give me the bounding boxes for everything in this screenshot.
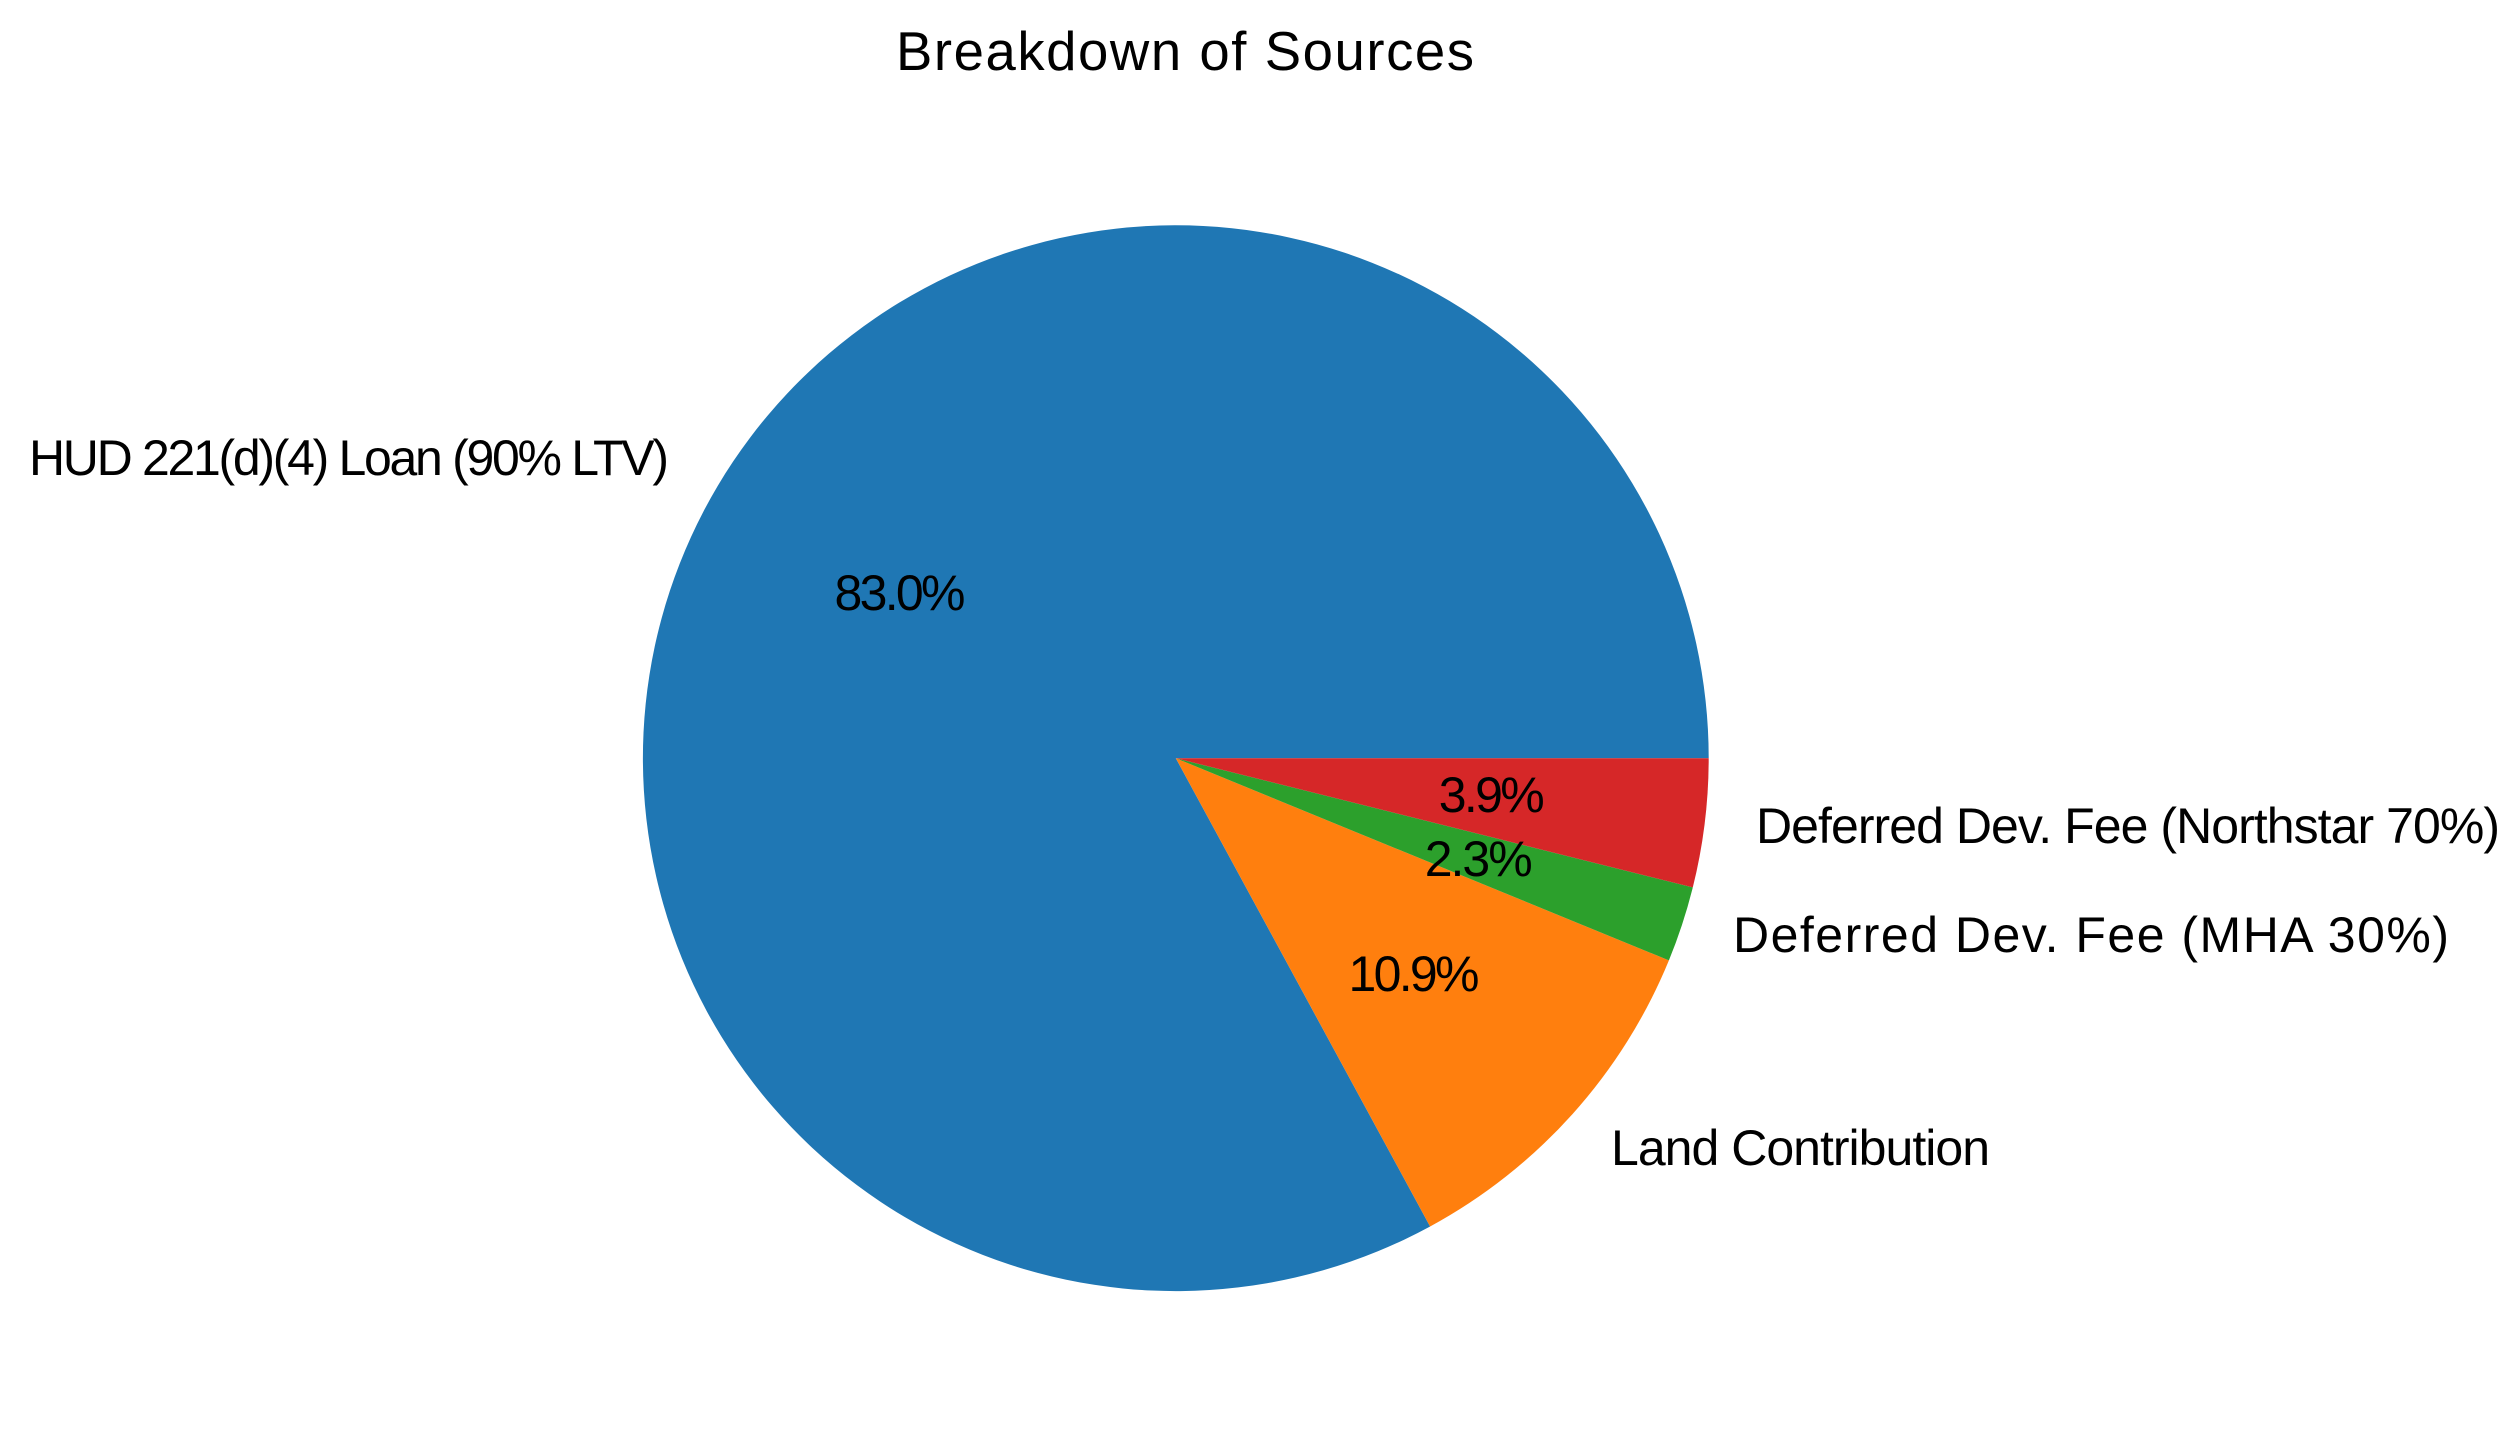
svg-text:Land Contribution: Land Contribution xyxy=(1611,1120,1990,1176)
svg-text:Deferred Dev. Fee (MHA 30%): Deferred Dev. Fee (MHA 30%) xyxy=(1733,907,2449,963)
svg-text:HUD 221(d)(4) Loan (90% LTV): HUD 221(d)(4) Loan (90% LTV) xyxy=(29,430,669,486)
svg-text:83.0%: 83.0% xyxy=(835,565,966,621)
svg-text:Deferred Dev. Fee (Northstar 7: Deferred Dev. Fee (Northstar 70%) xyxy=(1756,798,2500,854)
svg-text:3.9%: 3.9% xyxy=(1439,767,1545,823)
svg-text:Breakdown of Sources: Breakdown of Sources xyxy=(896,21,1474,82)
svg-text:2.3%: 2.3% xyxy=(1425,831,1533,887)
svg-text:10.9%: 10.9% xyxy=(1349,946,1480,1002)
